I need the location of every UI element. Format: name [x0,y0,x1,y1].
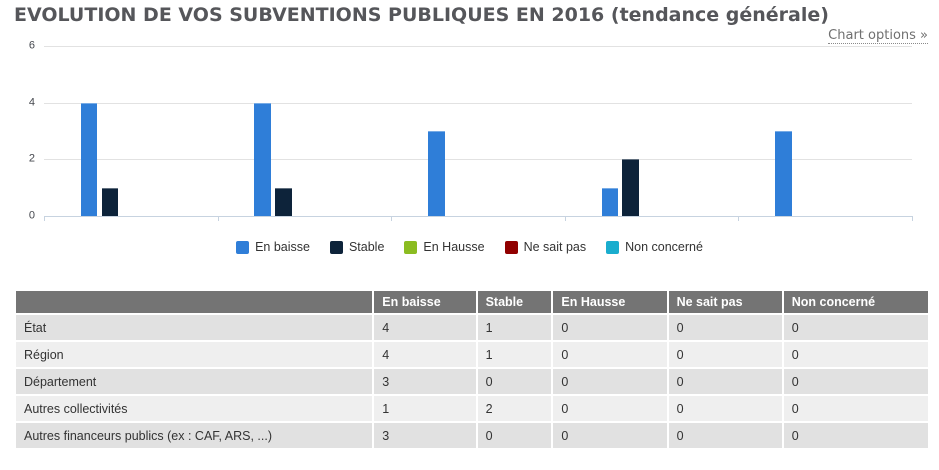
value-cell: 4 [372,340,478,369]
chart-legend: En baisse Stable En Hausse Ne sait pas Non c… [0,241,939,254]
plot-area: 0 2 4 6 [29,40,913,221]
column-header: Non concerné [781,289,931,315]
table-header-row: En baisse Stable En Hausse Ne sait pas Non c… [13,289,931,315]
table-row: Autres collectivités 1 2 0 0 0 [13,394,931,423]
bar-stable-etat[interactable] [101,187,119,216]
legend-item-en-baisse[interactable]: En baisse [236,241,310,254]
x-axis-tick [738,216,740,221]
value-cell: 0 [475,421,554,450]
value-cell: 0 [475,367,554,396]
legend-item-ne-sait-pas[interactable]: Ne sait pas [504,240,587,254]
value-cell: 0 [666,313,784,342]
y-axis-tick-label: 4 [28,96,35,109]
value-cell: 0 [781,313,931,342]
legend-label: Non concerné [625,240,703,254]
y-gridline [44,159,912,161]
x-axis-tick [912,216,913,221]
results-table: En baisse Stable En Hausse Ne sait pas Non c… [13,289,931,450]
row-label-cell: Autres financeurs publics (ex : CAF, ARS… [13,421,375,450]
value-cell: 0 [781,340,931,369]
value-cell: 0 [781,394,931,423]
bar-en-baisse-autres-financeurs-publics-ex-caf-ars[interactable] [775,131,792,216]
value-cell: 0 [781,367,931,396]
legend-label: Ne sait pas [523,240,587,254]
legend-item-non-concerne[interactable]: Non concerné [606,241,703,254]
y-axis-tick-label: 0 [28,209,35,222]
legend-item-stable[interactable]: Stable [329,240,385,254]
value-cell: 1 [475,313,554,342]
legend-label: Stable [348,240,385,254]
bar-stable-region[interactable] [275,187,292,216]
y-axis-tick-label: 6 [28,39,35,52]
x-axis-tick [564,216,566,221]
y-gridline [44,102,912,104]
table-header: En baisse Stable En Hausse Ne sait pas Non c… [13,289,931,315]
table-row: Autres financeurs publics (ex : CAF, ARS… [13,421,931,450]
value-cell: 0 [551,367,669,396]
column-header: En baisse [372,289,478,315]
value-cell: 0 [551,421,669,450]
value-cell: 4 [372,313,478,342]
value-cell: 0 [666,367,784,396]
table-row: Département 3 0 0 0 0 [13,367,931,396]
bar-chart: 0 2 4 6 En baisse Stable En Hausse Ne sait pas… [0,38,939,278]
value-cell: 1 [372,394,478,423]
row-label-cell: État [13,313,375,342]
bar-en-baisse-autres-collectivites[interactable] [601,187,619,216]
x-axis-tick [44,216,45,221]
table-row: Région 4 1 0 0 0 [13,340,931,369]
y-axis-tick-label: 2 [28,152,35,165]
bar-stable-autres-collectivites[interactable] [622,159,640,216]
page-title: EVOLUTION DE VOS SUBVENTIONS PUBLIQUES E… [14,4,829,26]
x-axis-tick [217,216,219,221]
row-label-cell: Région [13,340,375,369]
table-body: État 4 1 0 0 0 Région 4 1 0 0 0 Département 3 0 0 0 0 Autr… [13,313,931,450]
value-cell: 0 [551,340,669,369]
bar-en-baisse-etat[interactable] [80,102,98,216]
column-header [13,289,375,315]
value-cell: 3 [372,367,478,396]
value-cell: 0 [551,394,669,423]
row-label-cell: Autres collectivités [13,394,375,423]
legend-swatch-icon [236,241,250,254]
legend-label: En baisse [255,240,310,254]
legend-swatch-icon [606,241,620,254]
y-gridline [44,46,912,47]
legend-swatch-icon [404,241,418,254]
value-cell: 0 [666,340,784,369]
legend-item-en-hausse[interactable]: En Hausse [404,240,485,254]
legend-label: En Hausse [423,240,485,254]
table-row: État 4 1 0 0 0 [13,313,931,342]
legend-swatch-icon [329,241,343,254]
bar-en-baisse-region[interactable] [254,102,272,216]
value-cell: 1 [475,340,554,369]
chart-options-link[interactable]: Chart options » [828,28,928,44]
legend-swatch-icon [504,241,518,254]
value-cell: 2 [475,394,554,423]
value-cell: 0 [551,313,669,342]
value-cell: 0 [781,421,931,450]
column-header: En Hausse [551,289,669,315]
column-header: Stable [475,289,554,315]
bar-en-baisse-departement[interactable] [428,131,445,216]
x-axis-line [44,216,912,217]
row-label-cell: Département [13,367,375,396]
x-axis-tick [391,216,393,221]
value-cell: 0 [666,421,784,450]
value-cell: 3 [372,421,478,450]
column-header: Ne sait pas [666,289,784,315]
value-cell: 0 [666,394,784,423]
